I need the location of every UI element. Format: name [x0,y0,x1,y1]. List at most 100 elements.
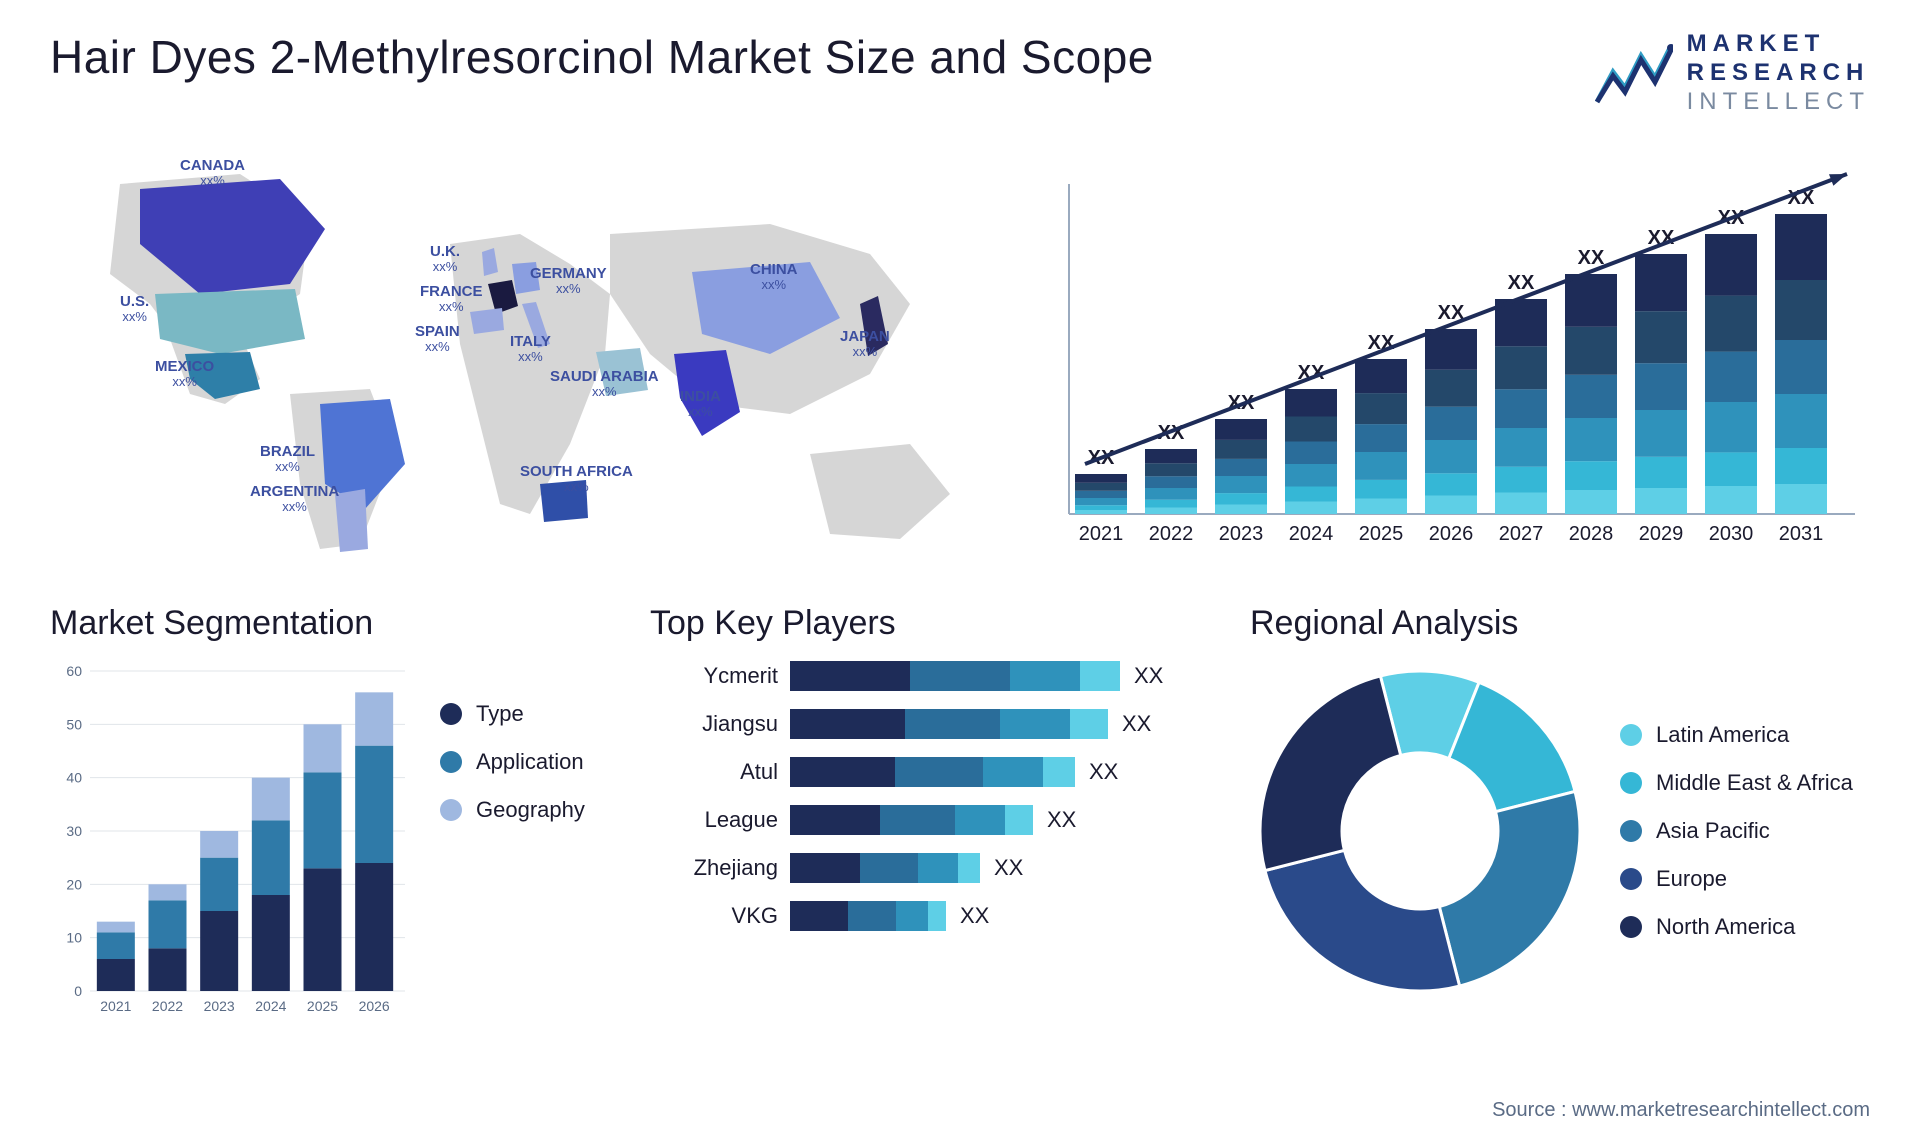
player-bar: XX [790,805,1210,835]
legend-label: Geography [476,797,585,823]
svg-text:50: 50 [66,717,82,733]
map-label: SPAINxx% [415,324,460,353]
legend-item: North America [1620,914,1853,940]
regional-title: Regional Analysis [1250,604,1870,643]
player-bar: XX [790,901,1210,931]
svg-text:2023: 2023 [1219,523,1264,545]
svg-text:2022: 2022 [152,998,183,1014]
player-value: XX [1047,807,1076,833]
player-value: XX [1122,711,1151,737]
regional-legend: Latin America Middle East & Africa Asia Pa… [1620,722,1853,940]
svg-text:2028: 2028 [1569,523,1614,545]
svg-text:2026: 2026 [1429,523,1474,545]
legend-item: Geography [440,797,585,823]
legend-item: Europe [1620,866,1853,892]
player-value: XX [1089,759,1118,785]
svg-text:40: 40 [66,770,82,786]
legend-item: Application [440,749,585,775]
svg-text:2031: 2031 [1779,523,1824,545]
svg-text:2027: 2027 [1499,523,1544,545]
map-label: U.K.xx% [430,244,460,273]
svg-text:20: 20 [66,877,82,893]
player-bar: XX [790,757,1210,787]
svg-text:2021: 2021 [100,998,131,1014]
svg-text:10: 10 [66,930,82,946]
svg-text:2023: 2023 [204,998,235,1014]
legend-dot-icon [1620,916,1642,938]
segmentation-title: Market Segmentation [50,604,610,643]
legend-dot-icon [1620,868,1642,890]
legend-label: Type [476,701,524,727]
player-name: Atul [650,759,790,785]
map-label: GERMANYxx% [530,266,607,295]
map-label: SOUTH AFRICAxx% [520,464,633,493]
legend-item: Middle East & Africa [1620,770,1853,796]
player-bar: XX [790,853,1210,883]
legend-dot-icon [1620,724,1642,746]
legend-label: Europe [1656,866,1727,892]
segmentation-legend: Type Application Geography [440,661,585,1021]
player-name: League [650,807,790,833]
player-bar: XX [790,709,1210,739]
source-text: Source : www.marketresearchintellect.com [1492,1099,1870,1122]
svg-text:0: 0 [74,983,82,999]
players-list: Ycmerit XX Jiangsu XX Atul XX League XX Zhejiang… [650,661,1210,931]
regional-donut [1250,661,1590,1001]
player-value: XX [960,903,989,929]
svg-text:2025: 2025 [307,998,338,1014]
world-map-panel: CANADAxx% U.S.xx% MEXICOxx% BRAZILxx% ARGENT… [50,144,1010,564]
segmentation-panel: Market Segmentation 0 10 20 30 40 50 60 2021 202… [50,604,610,1084]
legend-dot-icon [440,751,462,773]
legend-label: Latin America [1656,722,1789,748]
legend-item: Type [440,701,585,727]
map-label: BRAZILxx% [260,444,315,473]
page-title: Hair Dyes 2-Methylresorcinol Market Size… [50,30,1154,84]
svg-text:30: 30 [66,823,82,839]
map-label: U.S.xx% [120,294,149,323]
brand-logo: MARKET RESEARCH INTELLECT [1595,30,1870,116]
legend-label: Asia Pacific [1656,818,1770,844]
svg-text:60: 60 [66,663,82,679]
growth-chart: XX2021XX2022XX2023XX2024XX2025XX2026XX20… [1040,144,1870,564]
player-name: Jiangsu [650,711,790,737]
svg-text:XX: XX [1508,272,1535,294]
svg-text:2024: 2024 [1289,523,1334,545]
legend-item: Asia Pacific [1620,818,1853,844]
svg-text:2026: 2026 [359,998,390,1014]
legend-dot-icon [1620,820,1642,842]
map-label: JAPANxx% [840,329,890,358]
svg-text:2021: 2021 [1079,523,1124,545]
svg-text:2024: 2024 [255,998,286,1014]
map-label: CANADAxx% [180,158,245,187]
player-name: Zhejiang [650,855,790,881]
player-name: VKG [650,903,790,929]
player-value: XX [994,855,1023,881]
legend-label: Application [476,749,584,775]
regional-panel: Regional Analysis Latin America Middle Ea… [1250,604,1870,1084]
player-bar: XX [790,661,1210,691]
legend-dot-icon [1620,772,1642,794]
top-row: CANADAxx% U.S.xx% MEXICOxx% BRAZILxx% ARGENT… [50,144,1870,564]
map-label: ITALYxx% [510,334,551,363]
svg-text:2025: 2025 [1359,523,1404,545]
player-name: Ycmerit [650,663,790,689]
legend-item: Latin America [1620,722,1853,748]
header: Hair Dyes 2-Methylresorcinol Market Size… [50,30,1870,116]
bottom-row: Market Segmentation 0 10 20 30 40 50 60 2021 202… [50,604,1870,1084]
player-value: XX [1134,663,1163,689]
logo-mark-icon [1595,42,1673,104]
legend-dot-icon [440,703,462,725]
map-label: SAUDI ARABIAxx% [550,369,659,398]
svg-text:2030: 2030 [1709,523,1754,545]
map-label: CHINAxx% [750,262,798,291]
map-label: ARGENTINAxx% [250,484,339,513]
legend-label: Middle East & Africa [1656,770,1853,796]
legend-label: North America [1656,914,1795,940]
svg-text:2029: 2029 [1639,523,1684,545]
players-panel: Top Key Players YcmeritXXJiangsuXXAtulXX… [650,604,1210,1084]
segmentation-chart: 0 10 20 30 40 50 60 2021 2022 2023 2024 2025 2026 [50,661,410,1021]
growth-chart-panel: XX2021XX2022XX2023XX2024XX2025XX2026XX20… [1040,144,1870,564]
map-label: INDIAxx% [680,389,721,418]
svg-text:2022: 2022 [1149,523,1194,545]
map-label: MEXICOxx% [155,359,214,388]
